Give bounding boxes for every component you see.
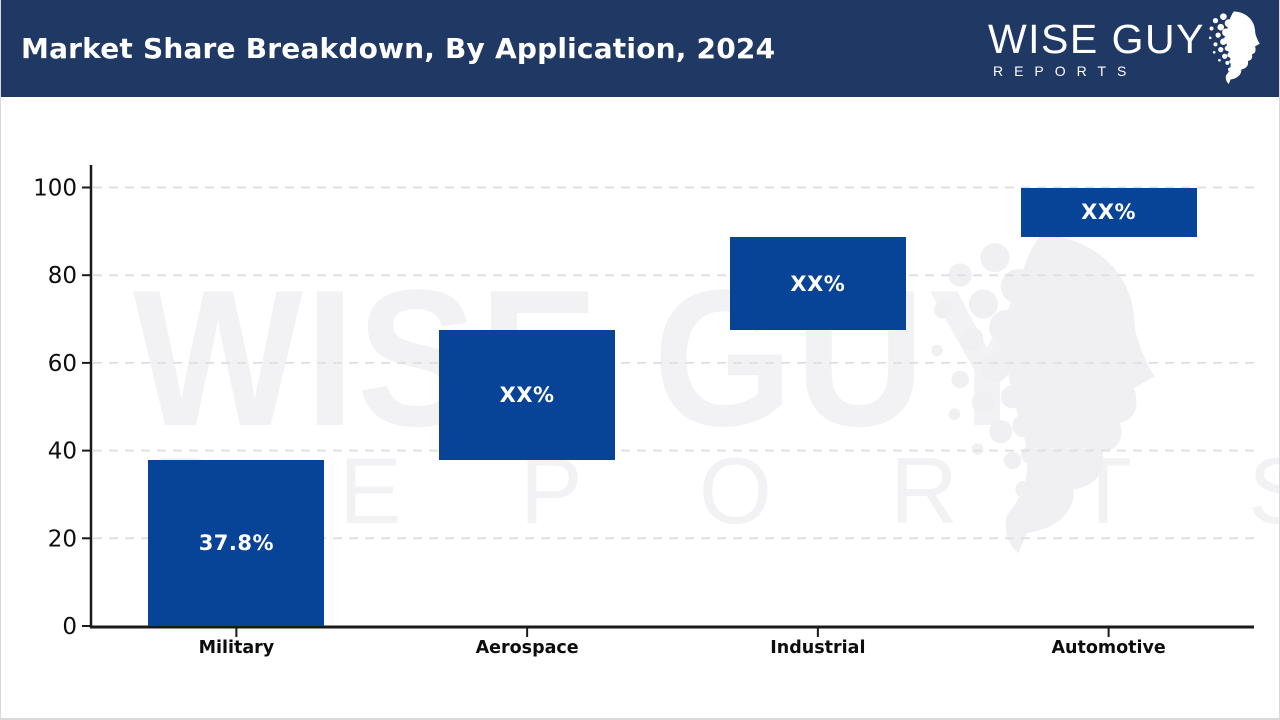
bar-aerospace: XX% [439, 330, 616, 461]
brand-logo-text: WISE GUY REPORTS [987, 16, 1205, 79]
header: Market Share Breakdown, By Application, … [1, 0, 1279, 97]
x-category-label-automotive: Automotive [1051, 638, 1166, 658]
logo-subtext: REPORTS [992, 63, 1138, 79]
bar-automotive: XX% [1020, 187, 1197, 238]
x-category-label-aerospace: Aerospace [475, 638, 579, 658]
brand-logo: WISE GUY REPORTS [988, 14, 1263, 84]
bar-value-label-industrial: XX% [790, 271, 846, 296]
logo-wordmark: WISE GUY [987, 16, 1205, 62]
x-category-label-industrial: Industrial [770, 638, 866, 658]
bar-industrial: XX% [729, 237, 906, 330]
logo-head-icon [1197, 10, 1263, 84]
x-category-label-military: Military [198, 638, 275, 658]
bar-value-label-aerospace: XX% [499, 383, 555, 408]
bar-value-label-military: 37.8% [198, 531, 275, 556]
bar-military: 37.8% [148, 460, 325, 626]
page-title: Market Share Breakdown, By Application, … [21, 32, 776, 65]
bar-value-label-automotive: XX% [1081, 200, 1137, 225]
